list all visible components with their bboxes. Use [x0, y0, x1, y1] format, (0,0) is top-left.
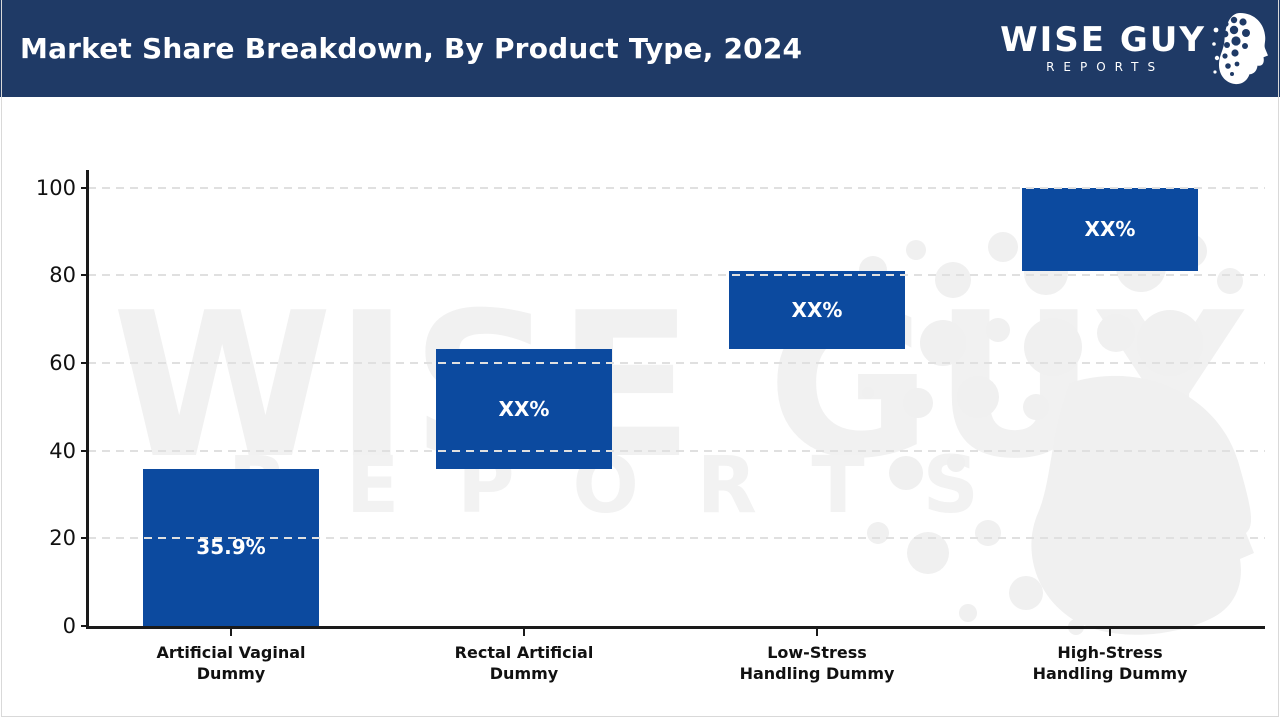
bar: [143, 468, 319, 626]
gridline: [88, 361, 1265, 364]
x-axis-tick: [1109, 629, 1111, 636]
y-axis-tick-label: 80: [49, 263, 76, 288]
category-label: Low-Stress Handling Dummy: [739, 643, 895, 683]
x-axis-tick: [523, 629, 525, 636]
y-axis-tick-label: 0: [62, 614, 76, 638]
y-axis-tick: [81, 449, 88, 452]
gridline: [88, 186, 1265, 189]
bar-value-label: XX%: [498, 396, 550, 421]
y-axis-tick-label: 40: [49, 438, 76, 463]
x-axis-tick: [230, 629, 232, 636]
y-axis-tick-label: 20: [49, 526, 76, 551]
gridline: [88, 449, 1265, 452]
y-axis-tick: [81, 361, 88, 364]
bar-value-label: XX%: [1084, 217, 1136, 242]
wiseguy-head-icon: [1212, 12, 1268, 84]
category-label: Artificial Vaginal Dummy: [156, 643, 306, 683]
y-axis: [86, 170, 89, 629]
page-title: Market Share Breakdown, By Product Type,…: [20, 32, 803, 65]
x-axis-tick: [816, 629, 818, 636]
gridline: [88, 274, 1265, 277]
logo-subtitle-text: REPORTS: [1046, 60, 1165, 74]
logo-wordmark: WISE GUY REPORTS: [1000, 23, 1206, 74]
header: Market Share Breakdown, By Product Type,…: [0, 0, 1280, 97]
chart-area: WISE GUY REPORTS: [0, 97, 1280, 720]
y-axis-tick-label: 60: [49, 350, 76, 375]
bar-value-label: 35.9%: [196, 535, 266, 560]
y-axis-tick: [81, 625, 88, 627]
y-axis-tick-label: 100: [35, 175, 76, 200]
bar: [436, 348, 612, 469]
bar-value-label: XX%: [791, 297, 843, 322]
y-axis-tick: [81, 537, 88, 540]
y-axis-tick: [81, 274, 88, 277]
gridline: [88, 537, 1265, 540]
plot-area: 0 20 40 60 80 100 35.9% Artificial Vaginal Dumm…: [0, 97, 1280, 720]
category-label: High-Stress Handling Dummy: [1032, 643, 1188, 683]
y-axis-tick: [81, 186, 88, 189]
logo-title-text: WISE GUY: [1000, 20, 1206, 60]
category-label: Rectal Artificial Dummy: [454, 643, 594, 683]
wiseguy-logo: WISE GUY REPORTS: [1000, 8, 1268, 90]
x-axis: [86, 626, 1265, 629]
